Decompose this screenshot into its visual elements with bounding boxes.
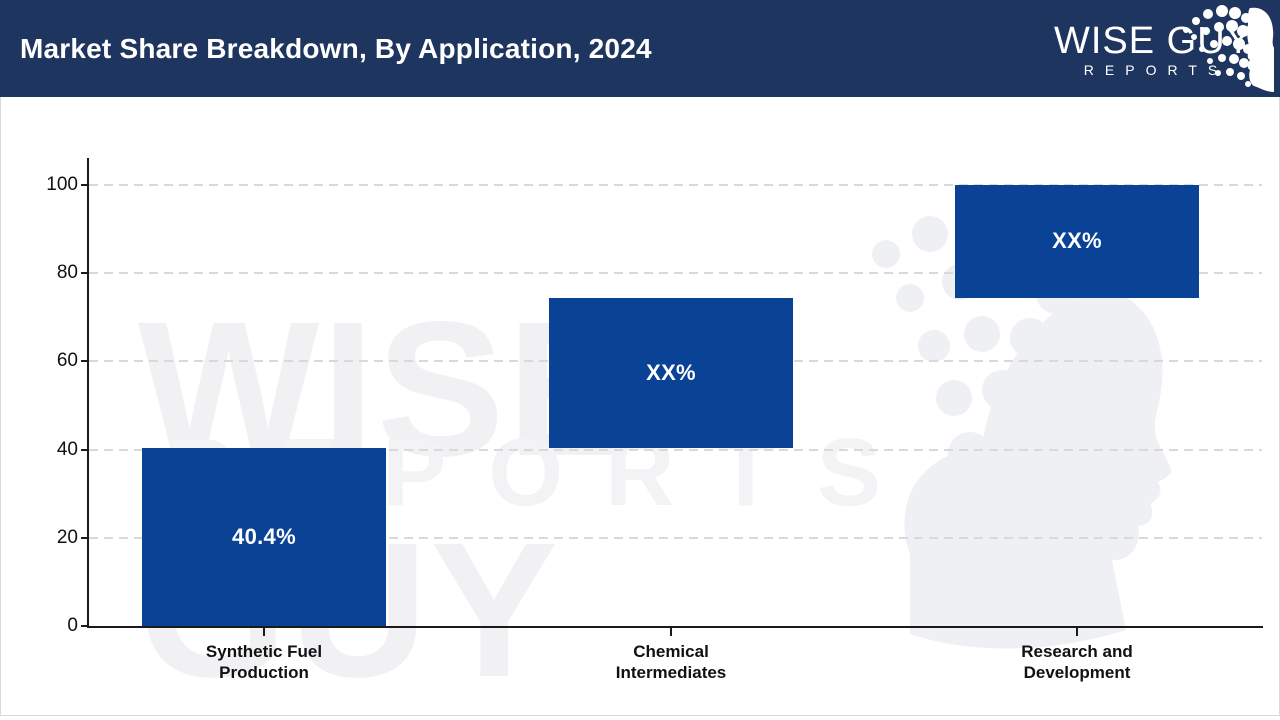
- bar-value-label: XX%: [1052, 228, 1102, 254]
- dotted-head-icon: [1183, 5, 1274, 93]
- y-tick-mark: [81, 448, 87, 451]
- brand-subname: REPORTS: [1083, 62, 1229, 78]
- watermark-head-icon: [872, 210, 1172, 649]
- bar-value-label: 40.4%: [232, 523, 296, 549]
- x-axis-line: [87, 626, 1263, 628]
- y-tick-mark: [81, 272, 87, 275]
- y-tick-label: 80: [56, 262, 78, 284]
- gridline-100: [89, 184, 1262, 186]
- x-tick-mark: [1076, 628, 1078, 636]
- y-tick-mark: [81, 360, 87, 363]
- y-tick-label: 60: [56, 350, 78, 372]
- brand-logo: WISE GUY REPORTS: [1020, 4, 1274, 94]
- x-category-label: Chemical Intermediates: [615, 642, 727, 682]
- x-tick-mark: [263, 628, 265, 636]
- x-category-label: Synthetic Fuel Production: [205, 642, 323, 682]
- gridline-80: [89, 272, 1262, 275]
- y-tick-label: 20: [56, 526, 78, 548]
- y-tick-label: 40: [56, 438, 78, 460]
- gridline-20: [89, 536, 1262, 539]
- bottom-border: [0, 715, 1280, 716]
- y-tick-mark: [81, 184, 87, 186]
- x-tick-mark: [670, 628, 672, 636]
- bar-segment: XX%: [549, 297, 793, 448]
- x-category-label: Research and Development: [1021, 642, 1133, 682]
- y-axis-line: [87, 158, 89, 628]
- page-title: Market Share Breakdown, By Application, …: [20, 32, 652, 64]
- y-tick-mark: [81, 625, 87, 627]
- y-tick-mark: [81, 536, 87, 539]
- bar-segment: 40.4%: [142, 447, 386, 626]
- gridline-40: [89, 448, 1262, 451]
- y-tick-label: 0: [67, 615, 78, 636]
- waterfall-chart: 0 20 40 60 80 100 40.4% XX% XX% Synthetic Fuel Pr…: [0, 97, 1280, 716]
- bar-value-label: XX%: [646, 359, 696, 385]
- header-bar: Market Share Breakdown, By Application, …: [0, 0, 1280, 97]
- left-border: [0, 97, 1, 716]
- y-tick-label: 100: [46, 174, 78, 195]
- bar-segment: XX%: [955, 185, 1199, 298]
